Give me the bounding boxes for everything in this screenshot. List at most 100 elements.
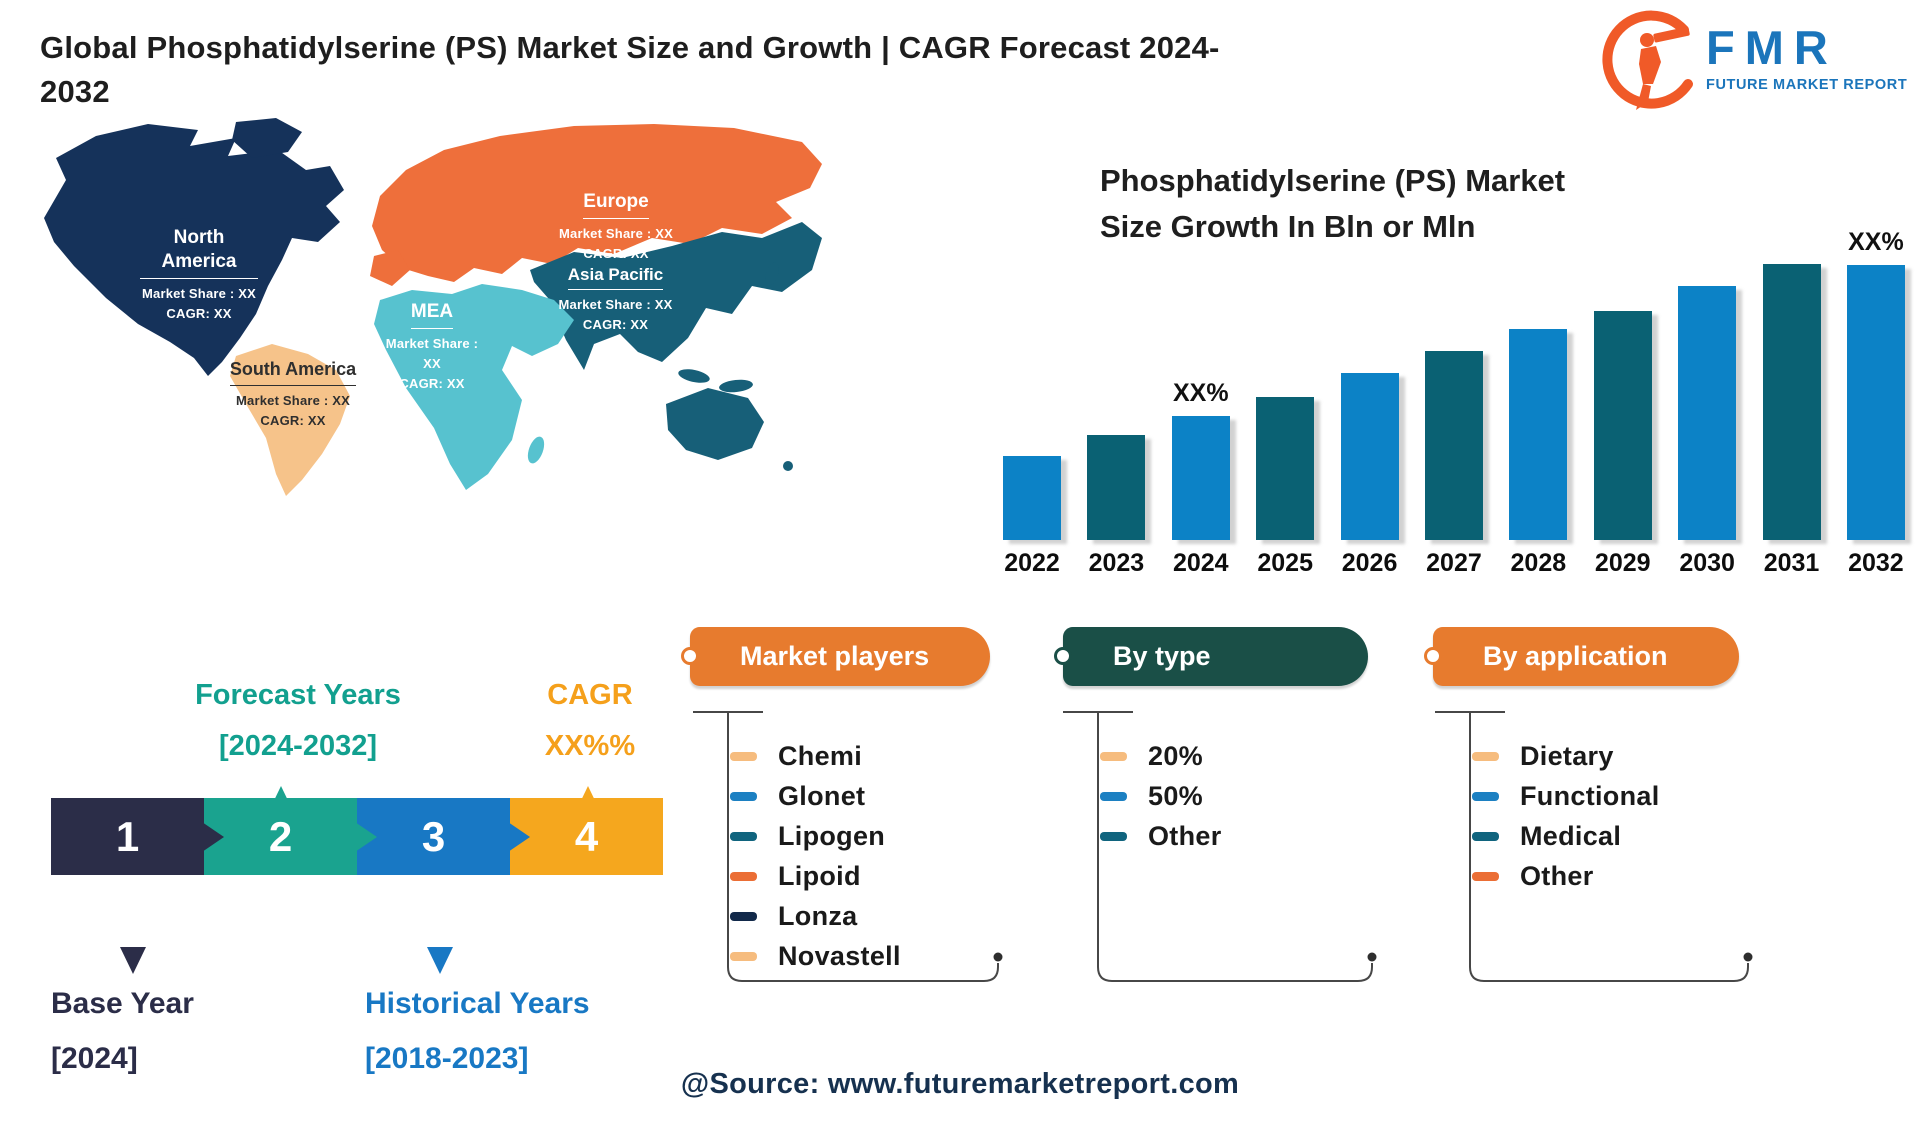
legend-dash-icon <box>730 791 757 801</box>
bar-chart: 2022 2023 XX% 2024 2025 2026 2027 2028 2029 2030 2… <box>1003 228 1905 577</box>
list-item-label: Other <box>1520 860 1594 891</box>
chart-title: Phosphatidylserine (PS) Market Size Grow… <box>1100 163 1566 244</box>
cagr-text: CAGR <box>547 679 633 711</box>
list-item-label: Chemi <box>778 740 863 771</box>
x-tick-2025: 2025 <box>1257 549 1313 577</box>
list-item-lipogen: Lipogen <box>730 820 901 851</box>
list-item-label: Lipoid <box>778 860 861 891</box>
region-market-share: Market Share : XX <box>142 285 256 301</box>
list-item-label: Dietary <box>1520 740 1614 771</box>
bar-2026 <box>1340 373 1399 540</box>
iberia-shape <box>370 250 410 286</box>
world-map <box>44 118 822 496</box>
forecast-years-range: [2024-2032] <box>219 730 377 762</box>
region-title: Europe <box>583 190 649 219</box>
historical-years-text: Historical Years <box>365 987 590 1020</box>
legend-dash-icon <box>730 831 757 841</box>
pill-ring-icon <box>681 647 699 665</box>
x-tick-2030: 2030 <box>1679 549 1735 577</box>
source-link[interactable]: @Source: www.futuremarketreport.com <box>680 1068 1240 1100</box>
mea-shape <box>374 284 574 490</box>
region-title: MEA <box>410 300 454 329</box>
list-item-label: Functional <box>1520 780 1660 811</box>
new-zealand-shape <box>783 461 793 471</box>
list-item-label: Lipogen <box>778 820 886 851</box>
x-tick-2022: 2022 <box>1004 549 1060 577</box>
pill-label: Market players <box>740 641 930 671</box>
legend-dash-icon <box>730 951 757 961</box>
list-item-functional: Functional <box>1472 780 1660 811</box>
bar-2031 <box>1762 264 1821 540</box>
x-tick-2032: 2032 <box>1848 549 1904 577</box>
south-america-shape <box>230 344 350 496</box>
bar-group-2027: 2027 <box>1424 228 1483 577</box>
list-item-medical: Medical <box>1472 821 1660 851</box>
pill-by-type: By type <box>1054 627 1368 686</box>
by-application-list: Dietary Functional Medical Other <box>1472 740 1660 902</box>
historical-years-label: Historical Years [2018-2023] <box>365 976 590 1086</box>
bar-2029 <box>1593 311 1652 540</box>
x-tick-2029: 2029 <box>1594 549 1651 577</box>
legend-dash-icon <box>1100 751 1127 761</box>
timeline-step-3: 3 <box>357 798 510 875</box>
bar-2024 <box>1171 416 1230 540</box>
region-label-europe: Europe Market Share : XX CAGR: XX <box>556 190 676 264</box>
forecast-up-arrow-icon <box>268 786 294 813</box>
bar-2023 <box>1087 435 1146 540</box>
logo-name: FUTURE MARKET REPORT <box>1706 77 1908 93</box>
legend-dash-icon <box>1100 831 1127 841</box>
bar-2027 <box>1424 351 1483 540</box>
cagr-value: XX%% <box>544 730 636 762</box>
pill-label: By type <box>1113 641 1211 671</box>
list-item-lonza: Lonza <box>730 900 901 931</box>
north-america-shape <box>44 124 344 376</box>
list-item-label: 50% <box>1148 780 1203 811</box>
bar-group-2023: 2023 <box>1087 228 1146 577</box>
region-cagr: CAGR: XX <box>582 317 649 333</box>
base-year-text: Base Year <box>51 987 194 1020</box>
x-tick-2026: 2026 <box>1341 549 1398 577</box>
europe-shape <box>372 124 822 282</box>
list-item-label: 20% <box>1148 740 1203 771</box>
region-cagr: CAGR: XX <box>166 305 232 321</box>
bar-2025 <box>1256 397 1315 540</box>
list-item-chemi: Chemi <box>730 740 901 771</box>
region-market-share: Market Share : XX <box>558 297 673 313</box>
list-item-other: Other <box>1472 860 1660 891</box>
bar-value-label-2032: XX% <box>1848 228 1904 256</box>
bar-group-2022: 2022 <box>1003 228 1061 577</box>
x-tick-2023: 2023 <box>1088 549 1145 577</box>
region-market-share: Market Share : XX <box>559 225 673 241</box>
x-tick-2028: 2028 <box>1510 549 1567 577</box>
legend-dash-icon <box>730 871 757 881</box>
base-year-label: Base Year [2024] <box>51 976 194 1086</box>
region-label-north-america: North America Market Share : XX CAGR: XX <box>140 226 258 324</box>
list-item-50-: 50% <box>1100 780 1222 811</box>
base-year-range: [2024] <box>51 1042 138 1075</box>
region-title: Asia Pacific <box>567 264 664 291</box>
list-item-20-: 20% <box>1100 740 1222 771</box>
region-market-share: Market Share : XX <box>236 392 350 408</box>
x-tick-2031: 2031 <box>1763 549 1820 577</box>
sea-islands-shape2 <box>719 379 753 393</box>
forecast-years-label: Forecast Years [2024-2032] <box>148 670 448 772</box>
greenland-shape <box>232 118 302 158</box>
bar-group-2030: 2030 <box>1678 228 1737 577</box>
list-item-label: Novastell <box>778 940 901 971</box>
fmr-logo: FMR FUTURE MARKET REPORT <box>1598 10 1907 118</box>
cagr-label: CAGR XX%% <box>505 670 675 772</box>
region-title: North America <box>140 226 258 279</box>
pill-market-players: Market players <box>681 627 990 686</box>
timeline-chevron-icon <box>508 821 530 852</box>
australia-shape <box>666 388 764 460</box>
region-title: South America <box>229 358 357 386</box>
by-type-list: 20% 50% Other <box>1100 740 1222 862</box>
timeline-step-1: 1 <box>51 798 204 875</box>
list-item-label: Lonza <box>778 900 858 931</box>
x-tick-2027: 2027 <box>1426 549 1482 577</box>
region-cagr: CAGR: XX <box>260 412 326 428</box>
list-item-label: Other <box>1148 820 1222 851</box>
timeline-chevron-icon <box>202 821 224 852</box>
list-item-other: Other <box>1100 820 1222 851</box>
